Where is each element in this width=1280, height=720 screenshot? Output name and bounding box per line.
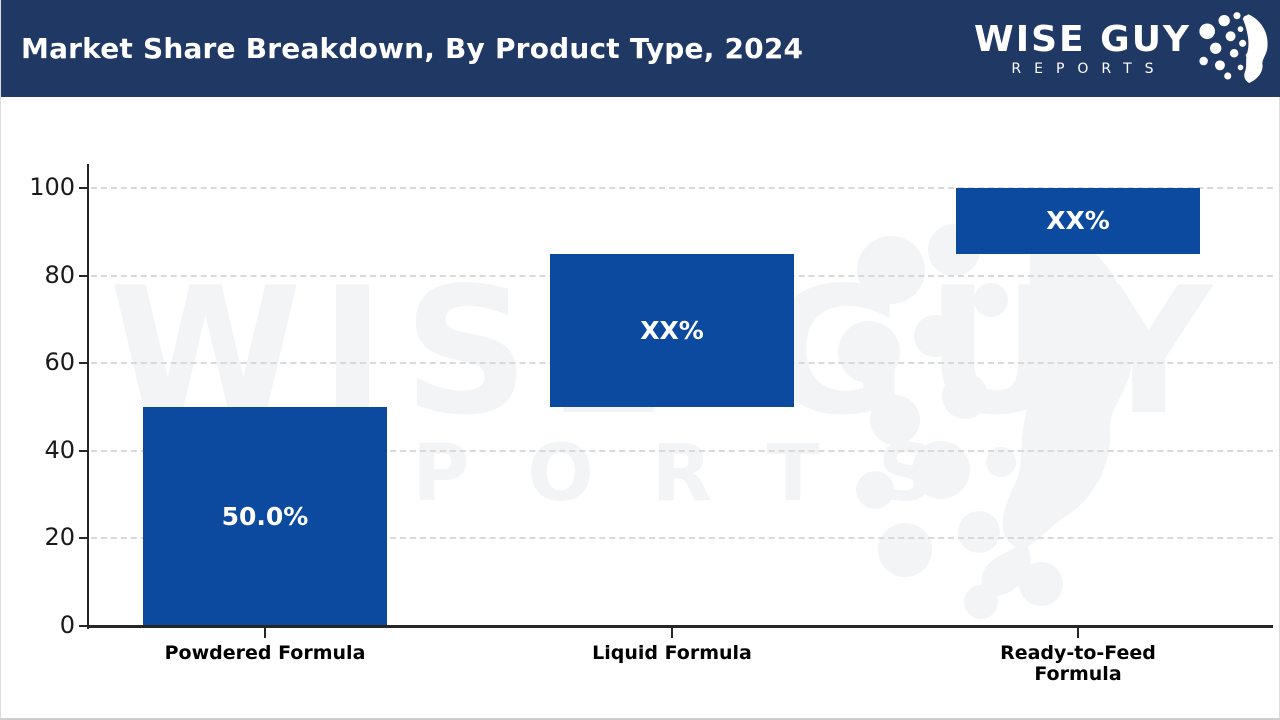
x-label-line: Ready-to-Feed	[1000, 642, 1156, 664]
y-tick-label-100: 100	[29, 173, 75, 201]
chart-plot-area: WISE GUY REPORTS 0 20 40 60 80 100 50.0% XX% XX%…	[1, 97, 1280, 720]
bar-powdered-formula: 50.0%	[143, 407, 387, 626]
y-axis-line	[87, 164, 89, 629]
x-tick-powdered-formula	[264, 627, 266, 638]
bar-liquid-formula: XX%	[550, 253, 794, 407]
brand-logo: WISE GUY REPORTS	[974, 6, 1271, 92]
y-tick-label-20: 20	[44, 523, 75, 552]
bar-value-label-liquid-formula: XX%	[640, 315, 704, 345]
logo-face-icon	[1199, 12, 1268, 84]
y-tick-0	[79, 625, 87, 627]
logo-wordmark-line2: REPORTS	[1011, 61, 1167, 77]
y-tick-80	[79, 274, 87, 277]
header-bar: Market Share Breakdown, By Product Type,…	[1, 0, 1280, 97]
gridline-100	[91, 187, 1273, 189]
y-tick-60	[79, 362, 87, 365]
logo-wordmark-line1: WISE GUY	[973, 19, 1191, 60]
y-tick-100	[79, 187, 87, 189]
logo-wordmark: WISE GUY REPORTS	[973, 19, 1191, 77]
x-tick-liquid-formula	[671, 627, 673, 638]
x-label-ready-to-feed-formula: Ready-to-Feed Formula	[918, 643, 1238, 685]
page-title: Market Share Breakdown, By Product Type,…	[21, 32, 804, 65]
y-tick-label-80: 80	[44, 260, 75, 289]
x-label-line: Formula	[1034, 663, 1122, 685]
x-label-line: Liquid Formula	[592, 642, 752, 664]
bar-value-label-powdered-formula: 50.0%	[221, 502, 309, 531]
y-tick-40	[79, 449, 87, 452]
gridline-40	[91, 449, 1273, 452]
x-label-line: Powdered Formula	[164, 642, 366, 664]
bar-value-label-ready-to-feed-formula: XX%	[1046, 206, 1110, 236]
gridline-20	[91, 537, 1273, 540]
y-tick-label-40: 40	[44, 435, 75, 464]
x-axis-line	[87, 625, 1273, 628]
watermark-face-icon	[838, 218, 1133, 619]
y-tick-20	[79, 537, 87, 540]
x-label-powdered-formula: Powdered Formula	[105, 643, 425, 664]
bar-ready-to-feed-formula: XX%	[956, 188, 1200, 254]
y-tick-label-0: 0	[59, 611, 75, 639]
x-tick-ready-to-feed-formula	[1077, 627, 1079, 638]
x-label-liquid-formula: Liquid Formula	[512, 643, 832, 664]
y-tick-label-60: 60	[44, 348, 75, 377]
